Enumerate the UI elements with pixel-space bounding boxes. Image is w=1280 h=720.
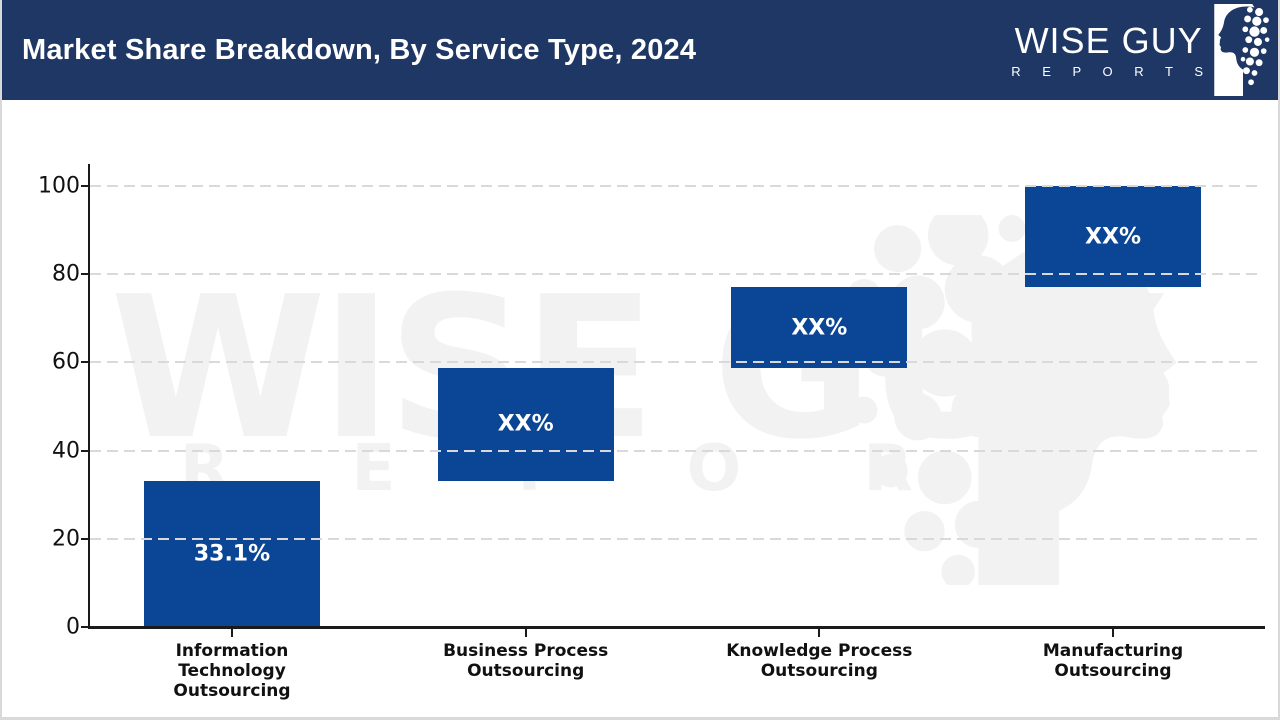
y-tick-label: 80 [52, 261, 80, 287]
x-tick-mark [524, 628, 527, 637]
waterfall-bar [144, 481, 320, 627]
y-tick-label: 40 [52, 438, 80, 464]
bar-value-label: XX% [1085, 224, 1141, 250]
y-tick-label: 0 [66, 614, 80, 640]
x-category-label: Information Technology Outsourcing [173, 641, 291, 701]
y-tick-mark [81, 626, 90, 628]
x-tick-mark [231, 628, 233, 637]
y-tick-label: 100 [38, 173, 80, 199]
logo-text: WISE GUY R E P O R T S [1005, 19, 1212, 79]
bar-value-label: XX% [497, 411, 554, 437]
x-category-label: Manufacturing Outsourcing [1042, 641, 1184, 681]
gridline [90, 361, 1263, 364]
logo-subname: R E P O R T S [1011, 63, 1212, 79]
y-tick-mark [81, 185, 90, 187]
y-tick-mark [81, 361, 90, 364]
waterfall-bar [731, 287, 908, 368]
gridline [90, 449, 1263, 452]
bar-value-label: 33.1% [193, 541, 271, 567]
x-tick-mark [818, 628, 821, 637]
y-tick-mark [81, 273, 90, 276]
dotted-head-profile-icon [1214, 4, 1270, 96]
logo-name: WISE GUY [1014, 19, 1203, 61]
y-axis-line [88, 164, 90, 627]
waterfall-bar [437, 367, 614, 482]
y-tick-mark [81, 449, 90, 452]
y-tick-mark [81, 537, 90, 540]
chart-title: Market Share Breakdown, By Service Type,… [22, 33, 697, 66]
waterfall-bar [1025, 186, 1201, 288]
x-tick-mark [1112, 628, 1114, 637]
header-bar: Market Share Breakdown, By Service Type,… [2, 0, 1278, 100]
x-axis-line [88, 626, 1265, 629]
y-tick-label: 20 [52, 526, 80, 552]
x-category-label: Business Process Outsourcing [443, 641, 609, 681]
gridline [90, 537, 1263, 540]
bar-value-label: XX% [791, 315, 848, 341]
wise-guy-logo: WISE GUY R E P O R T S [1005, 4, 1278, 96]
gridline [90, 185, 1263, 187]
x-category-label: Knowledge Process Outsourcing [726, 641, 913, 681]
gridline [90, 273, 1263, 276]
y-tick-label: 60 [52, 349, 80, 375]
plot-area: 0 20 40 60 80 100 33.1% XX% XX% XX% Information Te… [2, 100, 1278, 717]
